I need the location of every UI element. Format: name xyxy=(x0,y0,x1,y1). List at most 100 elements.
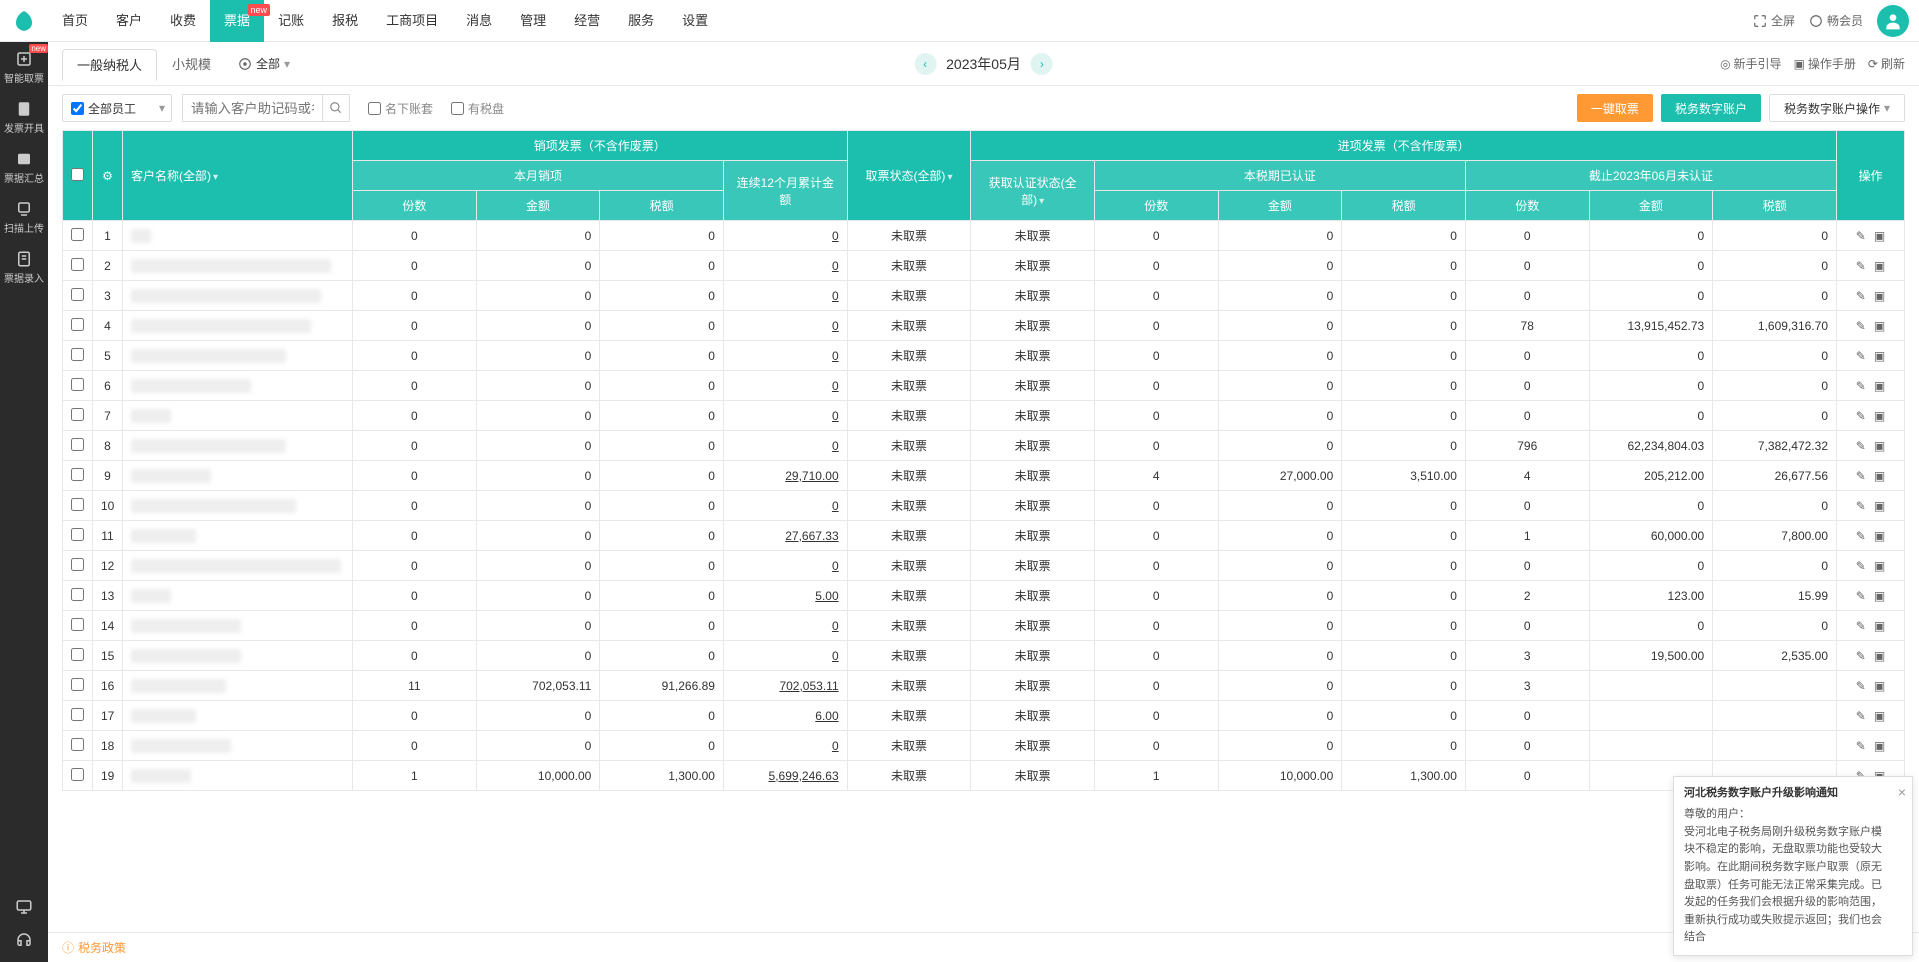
view-icon[interactable]: ▣ xyxy=(1874,259,1885,273)
has-tax-disk-checkbox[interactable]: 有税盘 xyxy=(451,100,504,117)
edit-icon[interactable]: ✎ xyxy=(1856,469,1866,483)
search-button[interactable] xyxy=(322,94,350,122)
row-checkbox[interactable] xyxy=(71,528,84,541)
cumulative-link[interactable]: 0 xyxy=(723,731,847,761)
edit-icon[interactable]: ✎ xyxy=(1856,259,1866,273)
cumulative-link[interactable]: 27,667.33 xyxy=(723,521,847,551)
nav-item-2[interactable]: 收费 xyxy=(156,0,210,42)
next-month-button[interactable]: › xyxy=(1031,53,1053,75)
edit-icon[interactable]: ✎ xyxy=(1856,319,1866,333)
view-icon[interactable]: ▣ xyxy=(1874,349,1885,363)
cumulative-link[interactable]: 0 xyxy=(723,401,847,431)
nav-item-3[interactable]: 票据new xyxy=(210,0,264,42)
customer-name-cell[interactable]: ████ xyxy=(123,341,353,371)
edit-icon[interactable]: ✎ xyxy=(1856,589,1866,603)
customer-name-cell[interactable]: ████ xyxy=(123,431,353,461)
view-icon[interactable]: ▣ xyxy=(1874,619,1885,633)
view-icon[interactable]: ▣ xyxy=(1874,379,1885,393)
nav-item-10[interactable]: 服务 xyxy=(614,0,668,42)
view-icon[interactable]: ▣ xyxy=(1874,499,1885,513)
select-all-checkbox[interactable] xyxy=(71,168,84,181)
view-icon[interactable]: ▣ xyxy=(1874,319,1885,333)
customer-name-cell[interactable]: ████ xyxy=(123,521,353,551)
row-checkbox[interactable] xyxy=(71,438,84,451)
row-checkbox[interactable] xyxy=(71,318,84,331)
tab-action-0[interactable]: ◎新手引导 xyxy=(1720,55,1782,72)
row-checkbox[interactable] xyxy=(71,558,84,571)
app-logo[interactable] xyxy=(0,0,48,42)
cumulative-link[interactable]: 0 xyxy=(723,371,847,401)
edit-icon[interactable]: ✎ xyxy=(1856,529,1866,543)
customer-name-cell[interactable]: ████ xyxy=(123,731,353,761)
own-accounts-checkbox[interactable]: 名下账套 xyxy=(368,100,433,117)
row-checkbox[interactable] xyxy=(71,348,84,361)
row-checkbox[interactable] xyxy=(71,648,84,661)
sidebar-item-3[interactable]: 扫描上传 xyxy=(0,192,48,242)
cumulative-link[interactable]: 6.00 xyxy=(723,701,847,731)
tax-digital-account-button[interactable]: 税务数字账户 xyxy=(1661,94,1761,122)
edit-icon[interactable]: ✎ xyxy=(1856,619,1866,633)
view-icon[interactable]: ▣ xyxy=(1874,289,1885,303)
sidebar-item-0[interactable]: 智能取票new xyxy=(0,42,48,92)
customer-search-input[interactable] xyxy=(182,94,322,122)
cumulative-link[interactable]: 0 xyxy=(723,491,847,521)
cumulative-link[interactable]: 0 xyxy=(723,281,847,311)
edit-icon[interactable]: ✎ xyxy=(1856,229,1866,243)
customer-name-cell[interactable]: ████ xyxy=(123,491,353,521)
header-customer[interactable]: 客户名称(全部)▾ xyxy=(123,131,353,221)
row-checkbox[interactable] xyxy=(71,588,84,601)
edit-icon[interactable]: ✎ xyxy=(1856,739,1866,753)
nav-item-5[interactable]: 报税 xyxy=(318,0,372,42)
tax-policy-link[interactable]: ⓘ税务政策 xyxy=(62,939,126,956)
taxpayer-tab-1[interactable]: 小规模 xyxy=(157,48,226,80)
view-icon[interactable]: ▣ xyxy=(1874,589,1885,603)
cumulative-link[interactable]: 0 xyxy=(723,251,847,281)
customer-name-cell[interactable]: ████ xyxy=(123,671,353,701)
sidebar-headset-icon[interactable] xyxy=(15,931,33,952)
row-checkbox[interactable] xyxy=(71,258,84,271)
one-click-fetch-button[interactable]: 一键取票 xyxy=(1577,94,1653,122)
view-icon[interactable]: ▣ xyxy=(1874,679,1885,693)
notification-close-button[interactable]: × xyxy=(1898,781,1906,803)
cumulative-link[interactable]: 5,699,246.63 xyxy=(723,761,847,791)
member-button[interactable]: 畅会员 xyxy=(1809,12,1863,29)
fullscreen-button[interactable]: 全屏 xyxy=(1753,12,1795,29)
row-checkbox[interactable] xyxy=(71,228,84,241)
edit-icon[interactable]: ✎ xyxy=(1856,649,1866,663)
cumulative-link[interactable]: 702,053.11 xyxy=(723,671,847,701)
cumulative-link[interactable]: 5.00 xyxy=(723,581,847,611)
customer-name-cell[interactable]: ████ xyxy=(123,551,353,581)
customer-name-cell[interactable]: ████ xyxy=(123,221,353,251)
view-icon[interactable]: ▣ xyxy=(1874,439,1885,453)
nav-item-9[interactable]: 经营 xyxy=(560,0,614,42)
header-auth-status[interactable]: 获取认证状态(全部)▾ xyxy=(971,161,1095,221)
cumulative-link[interactable]: 0 xyxy=(723,551,847,581)
prev-month-button[interactable]: ‹ xyxy=(914,53,936,75)
view-icon[interactable]: ▣ xyxy=(1874,409,1885,423)
cumulative-link[interactable]: 0 xyxy=(723,431,847,461)
cumulative-link[interactable]: 0 xyxy=(723,221,847,251)
cumulative-link[interactable]: 0 xyxy=(723,611,847,641)
edit-icon[interactable]: ✎ xyxy=(1856,679,1866,693)
customer-name-cell[interactable]: ████ xyxy=(123,701,353,731)
edit-icon[interactable]: ✎ xyxy=(1856,709,1866,723)
customer-name-cell[interactable]: ████ xyxy=(123,401,353,431)
row-checkbox[interactable] xyxy=(71,288,84,301)
nav-item-0[interactable]: 首页 xyxy=(48,0,102,42)
view-icon[interactable]: ▣ xyxy=(1874,649,1885,663)
view-icon[interactable]: ▣ xyxy=(1874,229,1885,243)
nav-item-4[interactable]: 记账 xyxy=(264,0,318,42)
customer-name-cell[interactable]: ████ xyxy=(123,641,353,671)
customer-name-cell[interactable]: ████ xyxy=(123,461,353,491)
edit-icon[interactable]: ✎ xyxy=(1856,499,1866,513)
row-checkbox[interactable] xyxy=(71,678,84,691)
row-checkbox[interactable] xyxy=(71,498,84,511)
nav-item-1[interactable]: 客户 xyxy=(102,0,156,42)
view-icon[interactable]: ▣ xyxy=(1874,739,1885,753)
sidebar-item-1[interactable]: 发票开具 xyxy=(0,92,48,142)
customer-name-cell[interactable]: ████ xyxy=(123,581,353,611)
row-checkbox[interactable] xyxy=(71,468,84,481)
edit-icon[interactable]: ✎ xyxy=(1856,289,1866,303)
row-checkbox[interactable] xyxy=(71,708,84,721)
nav-item-8[interactable]: 管理 xyxy=(506,0,560,42)
